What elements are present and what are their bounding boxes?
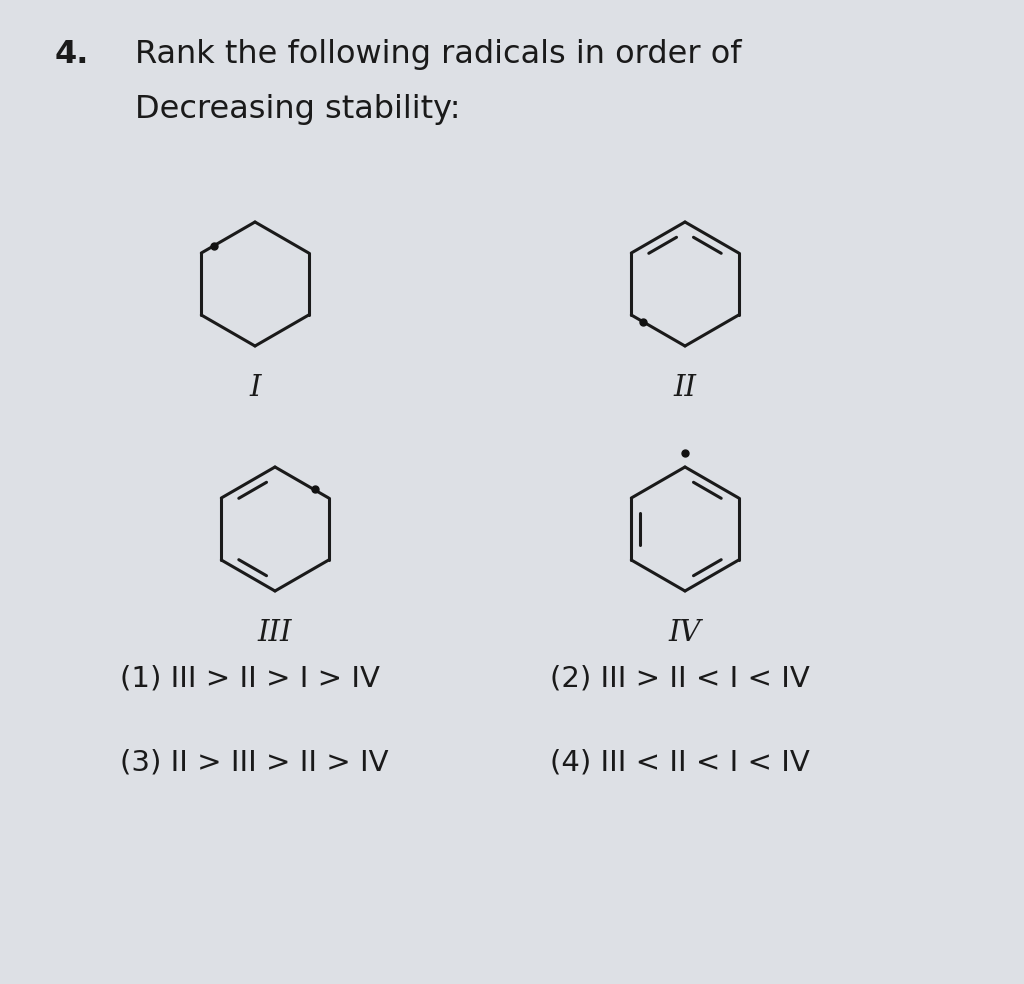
Text: (4) III < II < I < IV: (4) III < II < I < IV <box>550 749 810 777</box>
Text: II: II <box>674 374 696 402</box>
Text: III: III <box>258 619 292 647</box>
Text: (1) III > II > I > IV: (1) III > II > I > IV <box>120 664 380 692</box>
Text: (2) III > II < I < IV: (2) III > II < I < IV <box>550 664 810 692</box>
Text: 4.: 4. <box>55 39 89 70</box>
Text: I: I <box>249 374 261 402</box>
Text: (3) II > III > II > IV: (3) II > III > II > IV <box>120 749 388 777</box>
Text: Rank the following radicals in order of: Rank the following radicals in order of <box>135 39 741 70</box>
Text: Decreasing stability:: Decreasing stability: <box>135 94 461 125</box>
Text: IV: IV <box>669 619 701 647</box>
